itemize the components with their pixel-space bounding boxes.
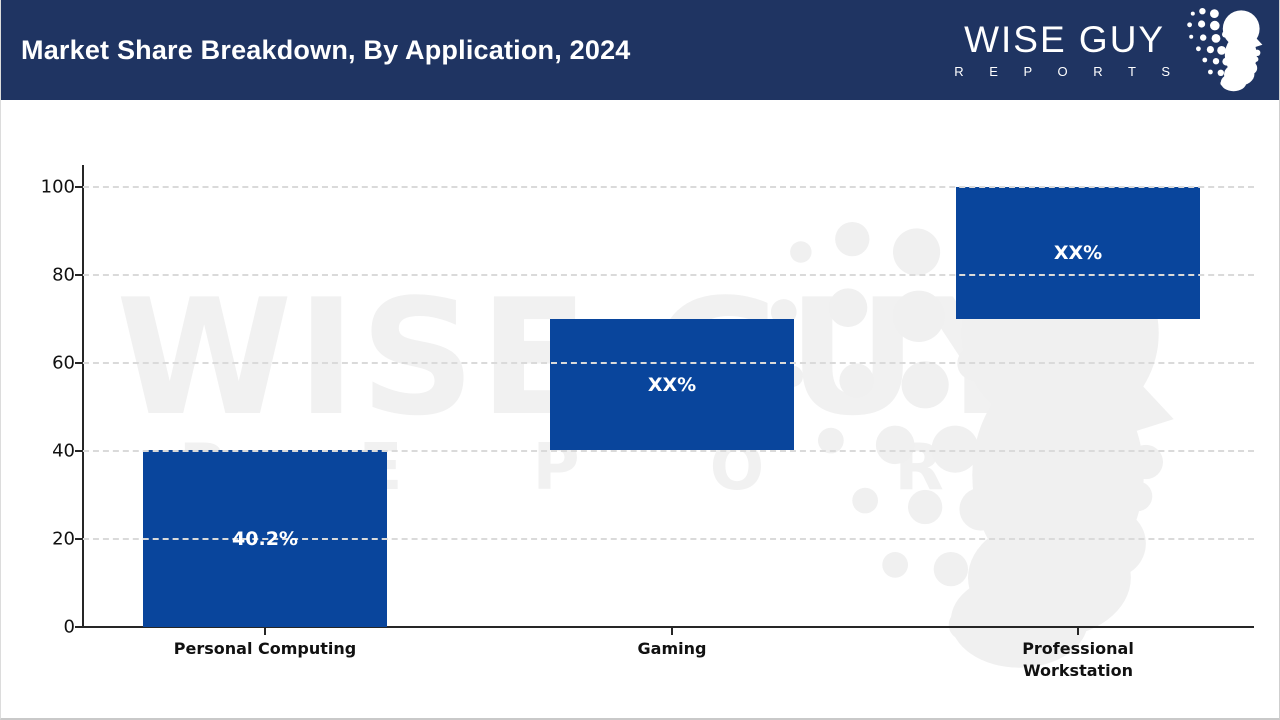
x-axis-tick — [671, 627, 673, 635]
y-axis-tick-label: 40 — [52, 440, 75, 462]
header: Market Share Breakdown, By Application, … — [1, 0, 1279, 100]
gridline — [83, 274, 1254, 276]
y-axis-tick — [75, 362, 83, 364]
page-title: Market Share Breakdown, By Application, … — [21, 34, 631, 65]
bar-value-label: 40.2% — [232, 527, 298, 550]
gridline — [83, 538, 1254, 540]
bar-value-label: XX% — [1053, 242, 1103, 264]
bar-value-label: XX% — [647, 373, 697, 396]
y-axis-tick — [75, 450, 83, 452]
y-axis-tick — [75, 626, 83, 628]
y-axis-tick — [75, 274, 83, 276]
x-axis-line — [82, 626, 1254, 628]
y-axis-line — [82, 165, 84, 627]
category-label: Gaming — [637, 639, 707, 658]
y-axis-tick-label: 20 — [52, 528, 75, 550]
y-axis-tick-label: 80 — [52, 264, 75, 286]
y-axis-tick — [75, 538, 83, 540]
x-axis-tick — [1077, 627, 1079, 635]
brand-logo-text: WISE GUY R E P O R T S — [948, 21, 1181, 79]
gridline — [83, 450, 1254, 452]
y-axis-tick — [75, 186, 83, 188]
bar-segment — [956, 187, 1200, 319]
category-label: Personal Computing — [173, 639, 357, 658]
brand-name: WISE GUY — [964, 19, 1166, 60]
bar-segment — [550, 319, 794, 451]
gridline — [83, 362, 1254, 364]
gridline — [83, 186, 1254, 188]
brand-subtitle: R E P O R T S — [954, 64, 1181, 79]
y-axis-tick-label: 60 — [52, 352, 75, 374]
brand-logo: WISE GUY R E P O R T S — [948, 8, 1265, 92]
y-axis-tick-label: 0 — [63, 616, 75, 638]
category-label: Professional Workstation — [1022, 639, 1134, 680]
y-axis-tick-label: 100 — [40, 176, 75, 198]
face-profile-dots-icon — [1187, 8, 1263, 92]
x-axis-tick — [264, 627, 266, 635]
